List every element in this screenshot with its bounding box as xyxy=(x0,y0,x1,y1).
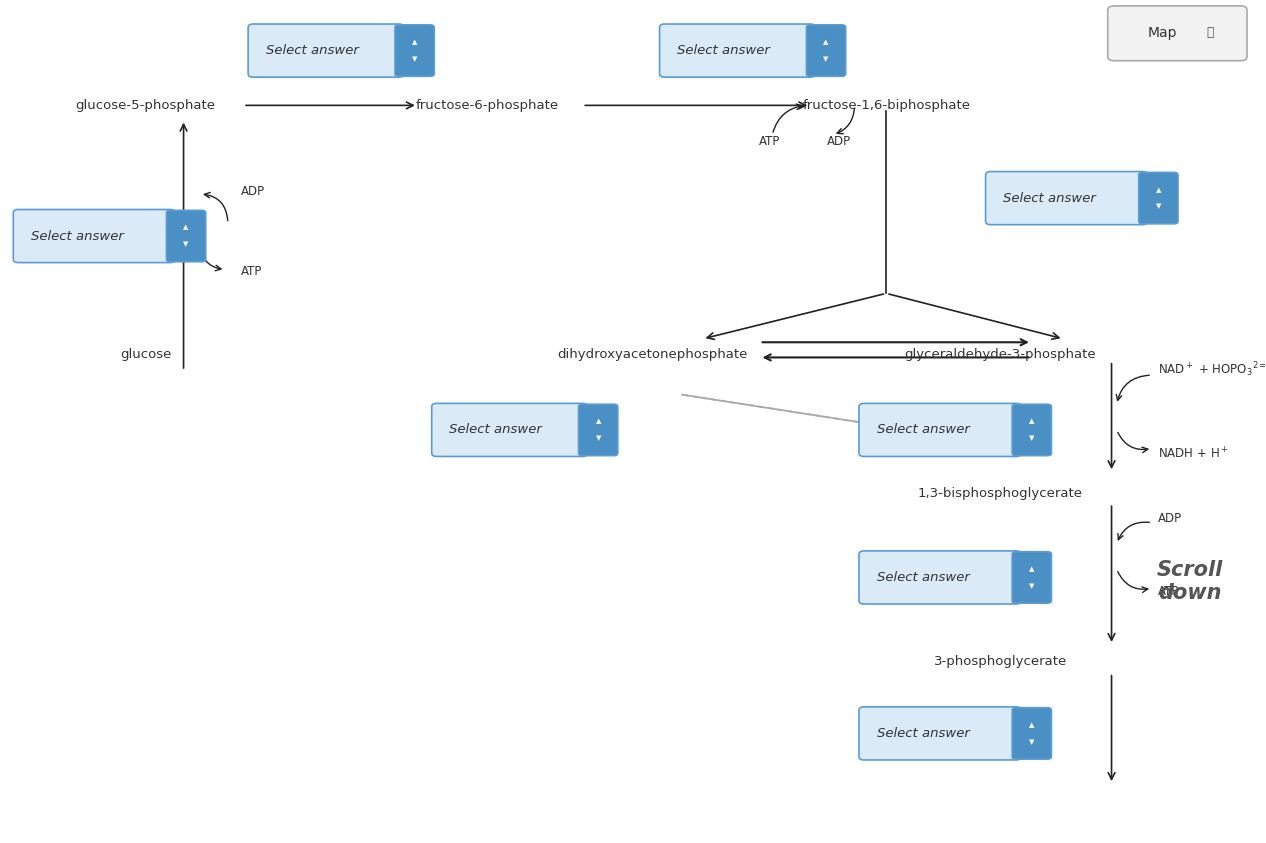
Text: Select answer: Select answer xyxy=(677,44,770,57)
Text: ⛪: ⛪ xyxy=(1206,26,1214,40)
Text: NAD$^+$ + HOPO$_3$$^{2=}$: NAD$^+$ + HOPO$_3$$^{2=}$ xyxy=(1158,361,1266,379)
Text: ▼: ▼ xyxy=(595,435,601,442)
Text: ADP: ADP xyxy=(827,135,852,148)
FancyBboxPatch shape xyxy=(395,24,434,77)
FancyBboxPatch shape xyxy=(858,551,1020,604)
Text: Select answer: Select answer xyxy=(266,44,358,57)
Text: Select answer: Select answer xyxy=(876,727,970,740)
Text: ▼: ▼ xyxy=(411,56,418,62)
Text: ▲: ▲ xyxy=(1156,186,1161,193)
Text: ▲: ▲ xyxy=(1029,418,1034,425)
Text: ▼: ▼ xyxy=(1029,583,1034,589)
Text: glucose-5-phosphate: glucose-5-phosphate xyxy=(76,99,215,112)
Text: ATP: ATP xyxy=(1158,585,1180,599)
Text: ▲: ▲ xyxy=(411,39,418,46)
FancyBboxPatch shape xyxy=(1013,552,1051,604)
Text: ▼: ▼ xyxy=(184,241,189,248)
Text: Select answer: Select answer xyxy=(30,229,124,243)
FancyBboxPatch shape xyxy=(248,24,404,77)
Text: glyceraldehyde-3-phosphate: glyceraldehyde-3-phosphate xyxy=(904,347,1096,361)
Text: dihydroxyacetonephosphate: dihydroxyacetonephosphate xyxy=(557,347,747,361)
Text: fructose-1,6-biphosphate: fructose-1,6-biphosphate xyxy=(803,99,970,112)
Text: ▲: ▲ xyxy=(823,39,829,46)
Text: Select answer: Select answer xyxy=(876,571,970,584)
FancyBboxPatch shape xyxy=(660,24,815,77)
Text: 3-phosphoglycerate: 3-phosphoglycerate xyxy=(933,655,1067,668)
Text: ADP: ADP xyxy=(241,185,265,198)
FancyBboxPatch shape xyxy=(166,211,205,261)
FancyBboxPatch shape xyxy=(13,209,175,263)
Text: ▲: ▲ xyxy=(1029,566,1034,572)
Text: ▲: ▲ xyxy=(184,224,189,231)
Text: Map: Map xyxy=(1147,26,1177,40)
Text: ▲: ▲ xyxy=(595,418,601,425)
Text: glucose: glucose xyxy=(120,347,171,361)
FancyBboxPatch shape xyxy=(1013,404,1051,455)
FancyBboxPatch shape xyxy=(985,172,1147,224)
FancyBboxPatch shape xyxy=(1139,172,1177,223)
Text: ADP: ADP xyxy=(1158,512,1182,525)
Text: Select answer: Select answer xyxy=(449,423,542,437)
Text: Select answer: Select answer xyxy=(876,423,970,437)
FancyBboxPatch shape xyxy=(432,404,587,457)
Text: ATP: ATP xyxy=(760,135,780,148)
Text: 1,3-bisphosphoglycerate: 1,3-bisphosphoglycerate xyxy=(918,486,1082,500)
Text: Select answer: Select answer xyxy=(1003,191,1096,205)
Text: ▼: ▼ xyxy=(823,56,829,62)
FancyBboxPatch shape xyxy=(858,404,1020,457)
FancyBboxPatch shape xyxy=(806,24,846,77)
Text: fructose-6-phosphate: fructose-6-phosphate xyxy=(415,99,560,112)
FancyBboxPatch shape xyxy=(1108,6,1247,61)
Text: ATP: ATP xyxy=(241,265,262,278)
FancyBboxPatch shape xyxy=(579,404,618,455)
Text: NADH + H$^+$: NADH + H$^+$ xyxy=(1158,446,1229,461)
Text: ▼: ▼ xyxy=(1029,738,1034,745)
Text: ▼: ▼ xyxy=(1029,435,1034,442)
Text: ▲: ▲ xyxy=(1029,722,1034,728)
Text: Scroll
down: Scroll down xyxy=(1157,560,1223,604)
FancyBboxPatch shape xyxy=(1013,708,1051,759)
FancyBboxPatch shape xyxy=(858,706,1020,760)
Text: ▼: ▼ xyxy=(1156,203,1161,210)
